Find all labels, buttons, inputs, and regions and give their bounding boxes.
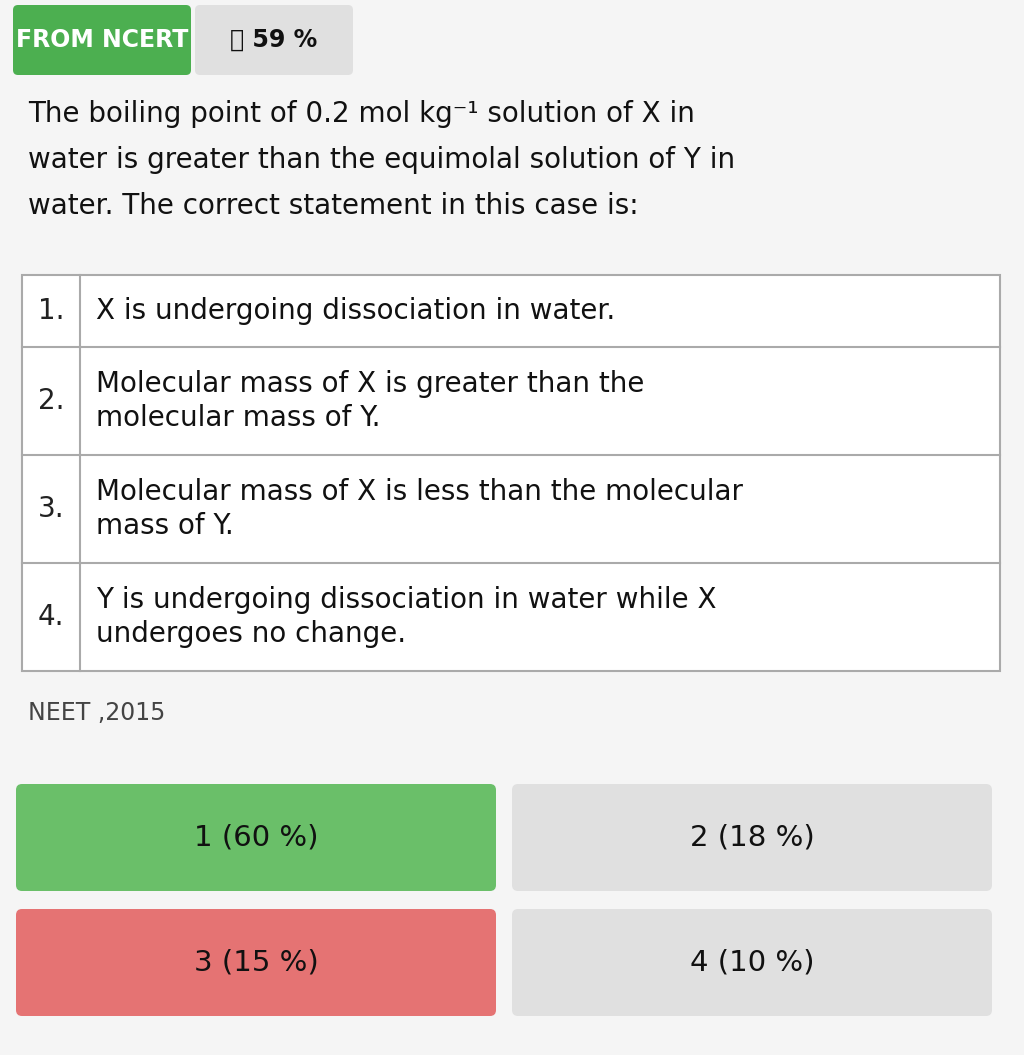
Text: 2 (18 %): 2 (18 %) [689, 824, 814, 851]
Bar [22, 275, 1000, 671]
FancyBboxPatch shape [512, 909, 992, 1016]
Text: Molecular mass of X is greater than the: Molecular mass of X is greater than the [96, 370, 644, 398]
Text: water. The correct statement in this case is:: water. The correct statement in this cas… [28, 192, 639, 220]
Text: The boiling point of 0.2 mol kg⁻¹ solution of X in: The boiling point of 0.2 mol kg⁻¹ soluti… [28, 100, 695, 128]
Text: 3.: 3. [38, 495, 65, 523]
Text: 4 (10 %): 4 (10 %) [690, 948, 814, 977]
Text: water is greater than the equimolal solution of Y in: water is greater than the equimolal solu… [28, 146, 735, 174]
FancyBboxPatch shape [13, 5, 191, 75]
Text: molecular mass of Y.: molecular mass of Y. [96, 404, 381, 431]
Text: mass of Y.: mass of Y. [96, 512, 233, 540]
Text: NEET ,2015: NEET ,2015 [28, 701, 165, 725]
Text: 4.: 4. [38, 603, 65, 631]
Text: 2.: 2. [38, 387, 65, 415]
FancyBboxPatch shape [16, 784, 496, 891]
FancyBboxPatch shape [195, 5, 353, 75]
Text: 👍 59 %: 👍 59 % [230, 28, 317, 52]
Text: undergoes no change.: undergoes no change. [96, 620, 407, 648]
Text: 1 (60 %): 1 (60 %) [194, 824, 318, 851]
Text: X is undergoing dissociation in water.: X is undergoing dissociation in water. [96, 298, 615, 325]
Text: FROM NCERT: FROM NCERT [15, 28, 188, 52]
Text: 1.: 1. [38, 298, 65, 325]
FancyBboxPatch shape [512, 784, 992, 891]
FancyBboxPatch shape [16, 909, 496, 1016]
Text: Molecular mass of X is less than the molecular: Molecular mass of X is less than the mol… [96, 478, 743, 506]
Text: 3 (15 %): 3 (15 %) [194, 948, 318, 977]
Text: Y is undergoing dissociation in water while X: Y is undergoing dissociation in water wh… [96, 586, 717, 614]
